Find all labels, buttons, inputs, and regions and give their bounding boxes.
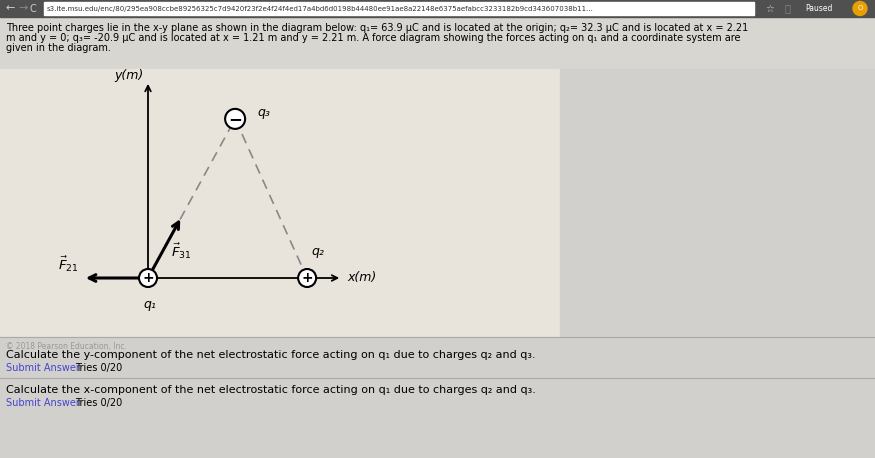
Text: Tries 0/20: Tries 0/20 — [75, 363, 123, 373]
Text: $\vec{F}_{21}$: $\vec{F}_{21}$ — [59, 254, 79, 274]
Text: ←: ← — [6, 4, 16, 13]
Text: Calculate the x-component of the net electrostatic force acting on q₁ due to cha: Calculate the x-component of the net ele… — [6, 385, 536, 395]
Text: ⬜: ⬜ — [785, 4, 791, 13]
Bar — [0, 69, 560, 337]
Text: given in the diagram.: given in the diagram. — [6, 43, 111, 53]
Text: y(m): y(m) — [115, 70, 144, 82]
Text: Paused: Paused — [805, 4, 832, 13]
Text: Tries 0/20: Tries 0/20 — [75, 398, 123, 408]
Text: s3.ite.msu.edu/enc/80/295ea908ccbe89256325c7d9420f23f2e4f24f4ed17a4bd6d0198b4448: s3.ite.msu.edu/enc/80/295ea908ccbe892563… — [47, 5, 594, 11]
Text: q₃: q₃ — [257, 106, 270, 120]
Text: x(m): x(m) — [347, 272, 376, 284]
Text: C: C — [30, 4, 37, 13]
Text: −: − — [228, 110, 242, 128]
Bar — [0, 17, 875, 69]
Text: Three point charges lie in the x-y plane as shown in the diagram below: q₁= 63.9: Three point charges lie in the x-y plane… — [6, 23, 748, 33]
Text: m and y = 0; q₃= -20.9 μC and is located at x = 1.21 m and y = 2.21 m. A force d: m and y = 0; q₃= -20.9 μC and is located… — [6, 33, 740, 43]
Text: +: + — [142, 271, 154, 285]
Text: O: O — [858, 5, 863, 11]
Text: ☆: ☆ — [765, 4, 774, 13]
Bar — [560, 69, 875, 337]
Circle shape — [225, 109, 245, 129]
Circle shape — [139, 269, 157, 287]
Circle shape — [853, 1, 867, 16]
Text: q₁: q₁ — [144, 298, 157, 311]
Text: Submit Answer: Submit Answer — [6, 363, 80, 373]
Text: +: + — [301, 271, 313, 285]
Text: q₂: q₂ — [312, 245, 324, 258]
Text: →: → — [18, 4, 27, 13]
Bar — [0, 0, 875, 17]
Bar — [44, 2, 754, 15]
Text: © 2018 Pearson Education, Inc.: © 2018 Pearson Education, Inc. — [6, 342, 127, 351]
Text: Submit Answer: Submit Answer — [6, 398, 80, 408]
Bar — [0, 378, 875, 458]
Text: $\vec{F}_{31}$: $\vec{F}_{31}$ — [171, 241, 192, 261]
Bar — [0, 337, 875, 399]
Circle shape — [298, 269, 316, 287]
Text: Calculate the y-component of the net electrostatic force acting on q₁ due to cha: Calculate the y-component of the net ele… — [6, 350, 536, 360]
